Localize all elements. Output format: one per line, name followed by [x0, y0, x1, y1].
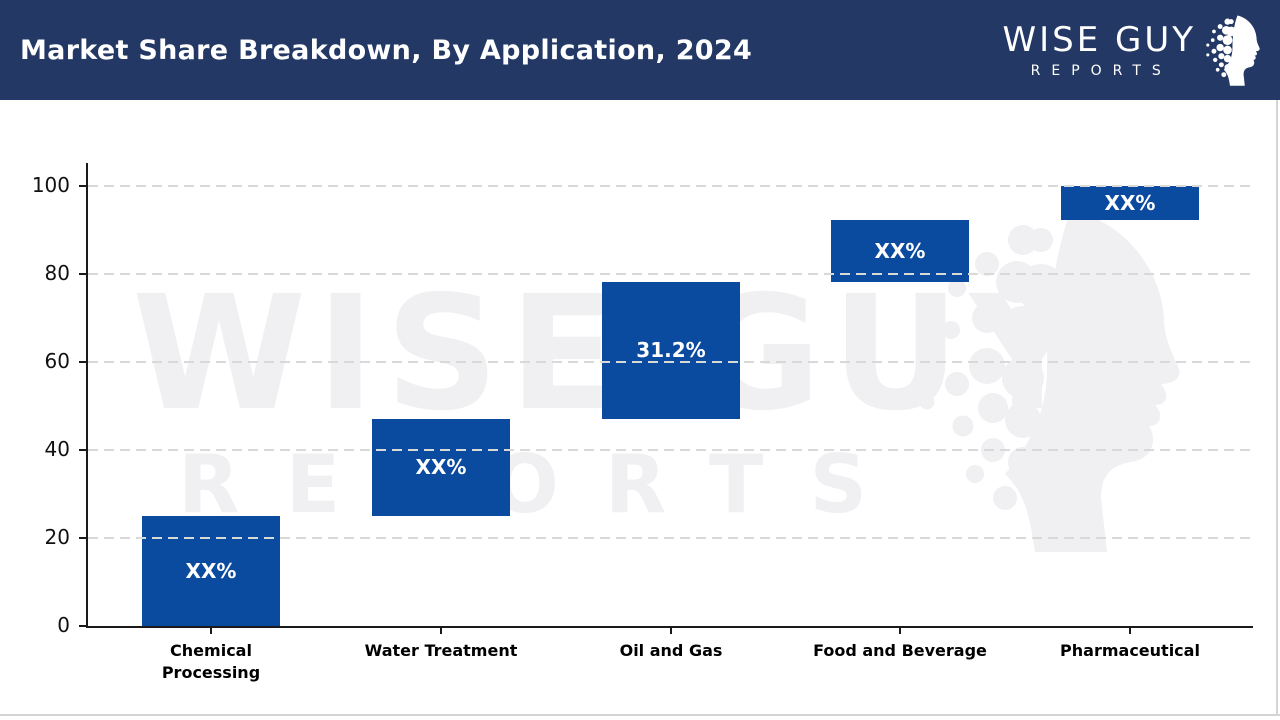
logo-head-icon — [1206, 15, 1260, 86]
bar-oil-and-gas — [602, 281, 740, 419]
bar-water-treatment — [372, 418, 510, 516]
y-axis-label-60: 60 — [44, 348, 70, 373]
x-tick-food-and-beverage — [899, 626, 901, 634]
y-tick-80 — [79, 272, 88, 275]
x-tick-water-treatment — [440, 626, 442, 634]
x-tick-oil-and-gas — [670, 626, 672, 634]
y-axis-label-0: 0 — [57, 613, 70, 637]
gridline-40 — [88, 448, 1253, 451]
bar-label-chemical-processing: XX% — [185, 558, 237, 583]
bar-label-pharmaceutical: XX% — [1104, 190, 1156, 215]
bar-label-oil-and-gas: 31.2% — [636, 338, 706, 363]
logo-text: WISE GUY REPORTS — [1002, 23, 1196, 78]
x-axis-label-food-and-beverage: Food and Beverage — [813, 641, 987, 660]
bar-label-water-treatment: XX% — [415, 455, 467, 480]
y-tick-100 — [79, 184, 88, 187]
x-tick-chemical-processing — [210, 626, 212, 634]
gridline-100 — [88, 184, 1253, 187]
y-axis-label-20: 20 — [44, 524, 70, 549]
bar-label-food-and-beverage: XX% — [874, 238, 926, 263]
page-border-right — [1276, 100, 1278, 714]
x-axis-label-pharmaceutical: Pharmaceutical — [1060, 641, 1200, 660]
y-tick-60 — [79, 360, 88, 363]
y-tick-20 — [79, 536, 88, 539]
x-axis-line — [86, 626, 1253, 628]
watermark-subtext: REPORTS — [178, 438, 914, 531]
bar-chemical-processing — [142, 515, 280, 626]
y-axis-line — [86, 163, 88, 628]
y-axis-label-40: 40 — [44, 436, 70, 461]
y-axis-label-100: 100 — [31, 172, 70, 197]
x-tick-pharmaceutical — [1129, 626, 1131, 634]
logo-wordmark: WISE GUY — [1002, 19, 1196, 60]
wise-guy-logo: WISE GUY REPORTS — [1002, 13, 1262, 87]
bar-food-and-beverage — [831, 219, 969, 282]
gridline-80 — [88, 272, 1253, 275]
report-header: Market Share Breakdown, By Application, … — [0, 0, 1280, 100]
x-axis-label-oil-and-gas: Oil and Gas — [619, 641, 723, 660]
x-axis-label-chemical-processing: Chemical Processing — [161, 641, 261, 682]
y-axis-label-80: 80 — [44, 260, 70, 285]
bar-pharmaceutical — [1061, 185, 1199, 220]
x-axis-label-water-treatment: Water Treatment — [364, 641, 518, 660]
page-border-bottom — [0, 714, 1280, 716]
report-title: Market Share Breakdown, By Application, … — [20, 34, 753, 66]
gridline-60 — [88, 360, 1253, 363]
y-tick-40 — [79, 448, 88, 451]
gridline-20 — [88, 536, 1253, 539]
logo-subtext: REPORTS — [1030, 62, 1172, 79]
y-tick-0 — [79, 625, 88, 627]
